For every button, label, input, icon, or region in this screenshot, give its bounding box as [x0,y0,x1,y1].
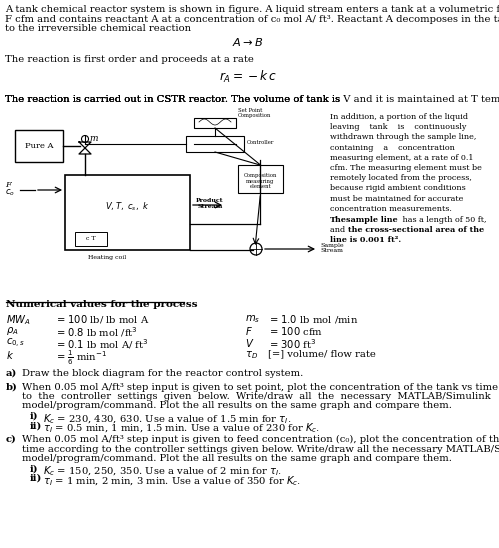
Text: must be maintained for accurate: must be maintained for accurate [330,195,464,203]
Text: line is 0.001 ft².: line is 0.001 ft². [330,236,401,244]
Text: $k$: $k$ [6,349,14,361]
Text: i): i) [30,412,38,421]
Text: $K_c$ = 150, 250, 350. Use a value of 2 min for $\tau_I.$: $K_c$ = 150, 250, 350. Use a value of 2 … [43,465,282,478]
Text: When 0.05 mol A/ft³ step input is given to set point, plot the concentration of : When 0.05 mol A/ft³ step input is given … [22,383,499,391]
Text: F cfm and contains reactant A at a concentration of c₀ mol A/ ft³. Reactant A de: F cfm and contains reactant A at a conce… [5,14,499,24]
Text: $= 1.0$ lb mol /min: $= 1.0$ lb mol /min [268,313,358,325]
Text: measuring element, at a rate of 0.1: measuring element, at a rate of 0.1 [330,154,474,162]
Bar [75,232,107,246]
Text: Composition
measuring
element: Composition measuring element [244,173,277,189]
Text: time according to the controller settings given below. Write/draw all the necess: time according to the controller setting… [22,444,499,454]
Text: to the irreversible chemical reaction: to the irreversible chemical reaction [5,24,191,33]
Text: cfm. The measuring element must be: cfm. The measuring element must be [330,164,482,172]
Text: to  the  controller  settings  given  below.  Write/draw  all  the  necessary  M: to the controller settings given below. … [22,392,491,401]
Text: Controller: Controller [247,140,274,145]
Text: The reaction is carried out in CSTR reactor. The volume of tank is V and it is m: The reaction is carried out in CSTR reac… [5,95,499,104]
Bar [194,118,236,128]
Text: ii): ii) [30,421,42,431]
Text: c T: c T [86,237,96,242]
Text: Product
Stream: Product Stream [196,198,224,209]
Circle shape [81,135,88,142]
Text: When 0.05 mol A/ft³ step input is given to feed concentration (c₀), plot the con: When 0.05 mol A/ft³ step input is given … [22,435,499,444]
Text: the cross-sectional area of the: the cross-sectional area of the [348,226,484,234]
Text: $= \frac{1}{6}$ min$^{-1}$: $= \frac{1}{6}$ min$^{-1}$ [55,349,107,367]
Text: b): b) [6,383,18,391]
Text: $F$: $F$ [245,325,253,337]
Text: $\tau_I$ = 0.5 min, 1 min, 1.5 min. Use a value of 230 for $K_c.$: $\tau_I$ = 0.5 min, 1 min, 1.5 min. Use … [43,421,320,435]
Text: In addition, a portion of the liquid: In addition, a portion of the liquid [330,113,468,121]
Text: $A \rightarrow B$: $A \rightarrow B$ [232,36,264,48]
Text: Pure A: Pure A [25,142,53,150]
Bar [65,175,190,250]
Text: $= 0.1$ lb mol A/ ft$^3$: $= 0.1$ lb mol A/ ft$^3$ [55,337,149,351]
Text: m: m [89,134,97,143]
Text: $MW_A$: $MW_A$ [6,313,31,327]
Text: $V, T,\ c_s,\ k$: $V, T,\ c_s,\ k$ [105,200,150,213]
Text: $\tau_D$: $\tau_D$ [245,349,258,361]
Text: The reaction is carried out in CSTR reactor. The volume of tank is: The reaction is carried out in CSTR reac… [5,95,343,104]
Bar [238,165,283,193]
Text: The: The [330,216,347,224]
Text: $r_A = -k\,c$: $r_A = -k\,c$ [219,68,277,85]
Text: $= 100$ cfm: $= 100$ cfm [268,325,323,337]
Text: The reaction is first order and proceeds at a rate: The reaction is first order and proceeds… [5,54,254,64]
Text: F: F [5,181,11,189]
Bar [15,130,63,162]
Text: c): c) [6,435,17,444]
Text: $c_o$: $c_o$ [5,188,15,198]
Text: Set Point
Composition: Set Point Composition [238,107,271,118]
Text: Draw the block diagram for the reactor control system.: Draw the block diagram for the reactor c… [22,369,303,378]
Text: Heating coil: Heating coil [88,255,127,260]
Text: $K_c$ = 230, 430, 630. Use a value of 1.5 min for $\tau_I.$: $K_c$ = 230, 430, 630. Use a value of 1.… [43,412,291,426]
Text: sample line: sample line [346,216,398,224]
Text: model/program/command. Plot the all results on the same graph and compare them.: model/program/command. Plot the all resu… [22,454,452,463]
Text: and: and [330,226,348,234]
Bar [186,136,244,152]
Text: containing    a    concentration: containing a concentration [330,144,455,152]
Text: $c_{0,s}$: $c_{0,s}$ [6,337,25,350]
Text: The reaction is carried out in CSTR reactor. The volume of tank is V and it is m: The reaction is carried out in CSTR reac… [5,95,499,104]
Text: has a length of 50 ft,: has a length of 50 ft, [400,216,487,224]
Text: concentration measurements.: concentration measurements. [330,205,452,213]
Text: $V$: $V$ [245,337,254,349]
Text: Numerical values for the process: Numerical values for the process [6,300,198,309]
Text: A tank chemical reactor system is shown in figure. A liquid stream enters a tank: A tank chemical reactor system is shown … [5,5,499,14]
Text: leaving    tank    is    continuously: leaving tank is continuously [330,123,467,131]
Text: [=] volume/ flow rate: [=] volume/ flow rate [268,349,376,358]
Text: because rigid ambient conditions: because rigid ambient conditions [330,184,466,192]
Text: Sample
Stream: Sample Stream [320,243,344,253]
Text: $= 100$ lb/ lb mol A: $= 100$ lb/ lb mol A [55,313,150,325]
Text: $m_s$: $m_s$ [245,313,260,325]
Text: model/program/command. Plot the all results on the same graph and compare them.: model/program/command. Plot the all resu… [22,402,452,410]
Text: i): i) [30,465,38,473]
Text: $= 0.8$ lb mol /ft$^3$: $= 0.8$ lb mol /ft$^3$ [55,325,138,339]
Text: withdrawn through the sample line,: withdrawn through the sample line, [330,133,477,141]
Text: a): a) [6,369,17,378]
Text: $\tau_I$ = 1 min, 2 min, 3 min. Use a value of 350 for $K_c.$: $\tau_I$ = 1 min, 2 min, 3 min. Use a va… [43,474,301,488]
Text: $\rho_A$: $\rho_A$ [6,325,18,337]
Text: The reaction is carried out in CSTR reactor. The volume of tank is: The reaction is carried out in CSTR reac… [5,95,343,104]
Circle shape [250,243,262,255]
Text: remotely located from the process,: remotely located from the process, [330,174,472,182]
Text: ii): ii) [30,474,42,483]
Text: $= 300$ ft$^3$: $= 300$ ft$^3$ [268,337,316,351]
